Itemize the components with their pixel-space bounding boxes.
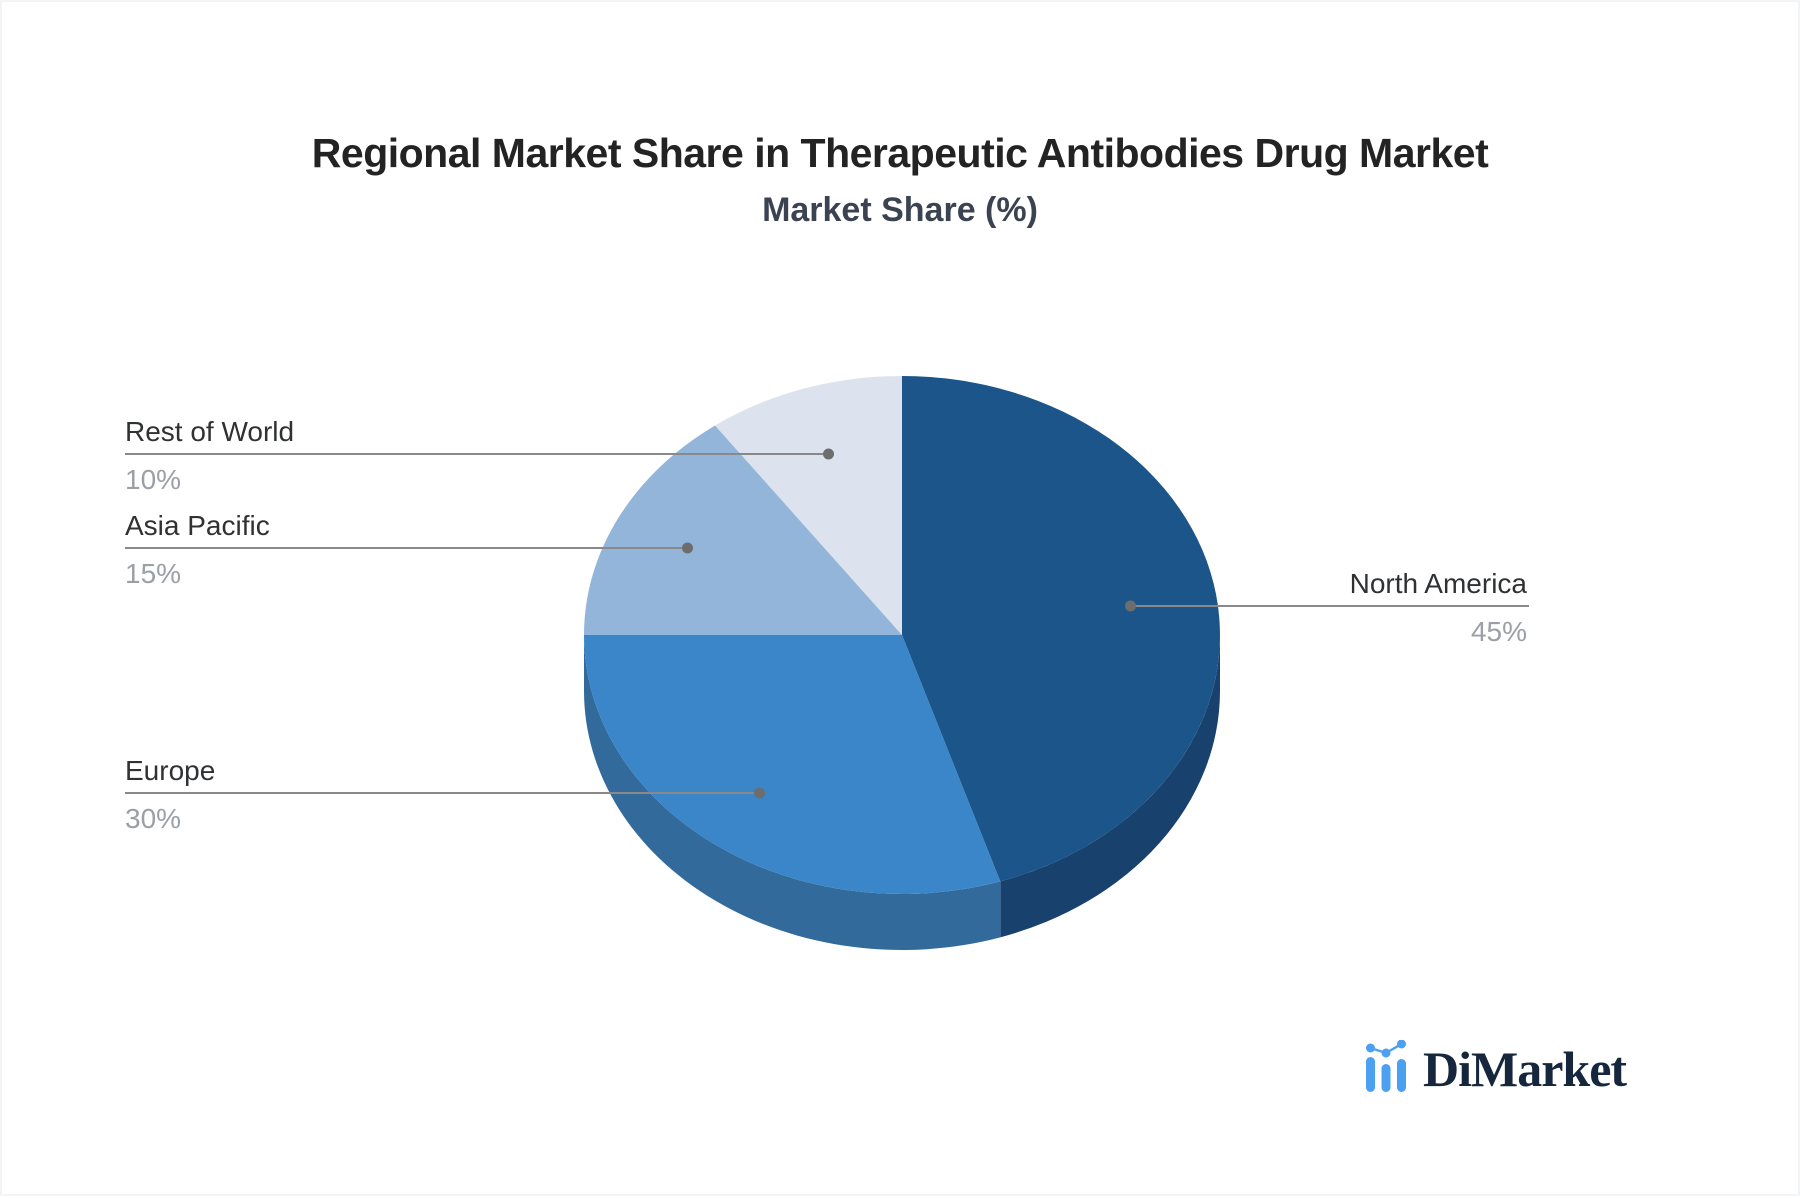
- leader-dot: [1125, 600, 1136, 612]
- bar-chart-sparkline-icon: [1366, 1040, 1406, 1092]
- leader-dot: [754, 787, 765, 799]
- slice-value: 45%: [1470, 616, 1527, 647]
- callout-europe: Europe 30%: [125, 757, 765, 833]
- chart-subtitle: Market Share (%): [762, 191, 1038, 229]
- callout-asia-pacific: Asia Pacific 15%: [125, 512, 693, 588]
- pie-slice-asia-pacific[interactable]: [584, 425, 902, 635]
- callout-north-america: North America 45%: [1125, 570, 1529, 646]
- pie-slice-europe[interactable]: [584, 635, 1001, 894]
- slice-label: Europe: [125, 755, 216, 786]
- pie-slice-rest-of-world[interactable]: [715, 376, 902, 635]
- chart-title: Regional Market Share in Therapeutic Ant…: [311, 130, 1489, 176]
- slice-label: North America: [1349, 568, 1527, 599]
- slice-label: Rest of World: [125, 416, 295, 447]
- logo-text: DiMarket: [1423, 1041, 1627, 1097]
- slice-value: 30%: [125, 803, 182, 834]
- pie-slice-side-europe: [584, 635, 1001, 950]
- pie-slice-north-america[interactable]: [902, 376, 1220, 882]
- leader-dot: [682, 542, 693, 554]
- slice-label: Asia Pacific: [125, 510, 270, 541]
- slice-value: 15%: [125, 558, 182, 589]
- slice-value: 10%: [125, 464, 182, 495]
- dimarket-logo: DiMarket: [1365, 1040, 1627, 1097]
- pie-slice-side-north-america: [1000, 635, 1220, 938]
- callout-rest-of-world: Rest of World 10%: [125, 418, 834, 494]
- leader-dot: [823, 448, 834, 460]
